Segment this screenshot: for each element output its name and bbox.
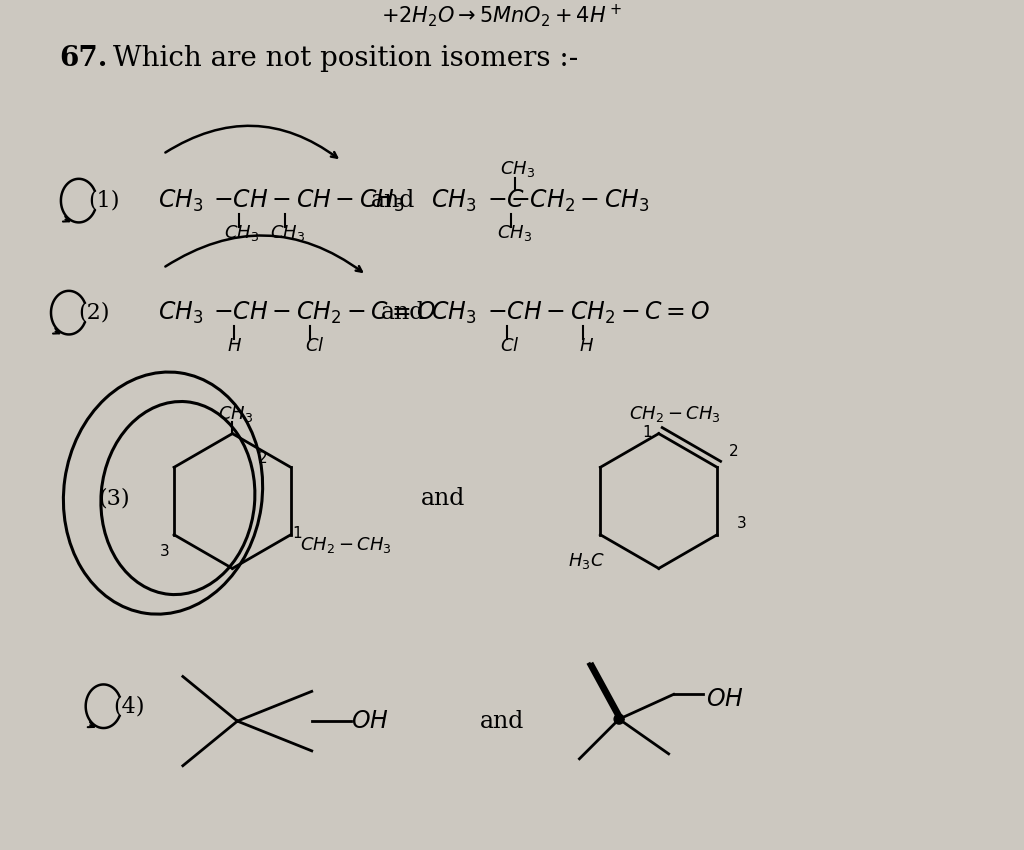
Text: $2$: $2$ — [257, 450, 267, 467]
Text: Which are not position isomers :-: Which are not position isomers :- — [114, 45, 579, 72]
Text: and: and — [480, 710, 524, 733]
Text: $Cl$: $Cl$ — [500, 337, 519, 355]
Text: $-CH-CH_2-C=O$: $-CH-CH_2-C=O$ — [213, 299, 435, 326]
Text: and: and — [421, 486, 465, 509]
Text: $H_3C$: $H_3C$ — [567, 551, 604, 570]
Text: (4): (4) — [114, 695, 145, 717]
Text: $CH_3$: $CH_3$ — [500, 159, 536, 178]
Text: $OH$: $OH$ — [707, 688, 744, 711]
Text: (1): (1) — [89, 190, 120, 212]
Text: $+ 2H_2O \rightarrow 5MnO_2 + 4H^+$: $+ 2H_2O \rightarrow 5MnO_2 + 4H^+$ — [381, 2, 622, 29]
Text: and: and — [372, 189, 416, 212]
Text: $1$: $1$ — [642, 423, 652, 439]
Text: $Cl$: $Cl$ — [305, 337, 325, 355]
Text: 67.: 67. — [59, 45, 108, 72]
Text: (2): (2) — [79, 302, 111, 324]
Text: and: and — [381, 301, 426, 324]
Text: $CH_2-CH_3$: $CH_2-CH_3$ — [629, 404, 721, 424]
Text: $CH_3$: $CH_3$ — [158, 299, 204, 326]
Text: $CH_3$: $CH_3$ — [224, 224, 259, 243]
Text: $CH_3$: $CH_3$ — [158, 188, 204, 213]
Text: $-CH_2-CH_3$: $-CH_2-CH_3$ — [510, 188, 649, 213]
Text: $H$: $H$ — [227, 337, 243, 355]
Text: $CH_3$: $CH_3$ — [431, 188, 476, 213]
Text: $CH_3$: $CH_3$ — [217, 404, 253, 424]
Text: $CH_3$: $CH_3$ — [497, 224, 532, 243]
Text: $1$: $1$ — [292, 524, 302, 541]
Text: $-CH-CH_2-C=O$: $-CH-CH_2-C=O$ — [487, 299, 710, 326]
Text: $2$: $2$ — [728, 444, 738, 460]
Circle shape — [614, 714, 624, 724]
Text: $CH_3$: $CH_3$ — [270, 224, 305, 243]
Text: $CH_2-CH_3$: $CH_2-CH_3$ — [300, 535, 391, 555]
Text: $OH$: $OH$ — [351, 710, 389, 733]
Text: $-C$: $-C$ — [487, 189, 525, 212]
Text: $H$: $H$ — [580, 337, 595, 355]
Text: $3$: $3$ — [736, 515, 746, 531]
Text: (3): (3) — [98, 487, 130, 509]
Text: $-CH-CH-CH_3$: $-CH-CH-CH_3$ — [213, 188, 404, 213]
Text: $CH_3$: $CH_3$ — [431, 299, 476, 326]
Text: $3$: $3$ — [159, 542, 170, 558]
